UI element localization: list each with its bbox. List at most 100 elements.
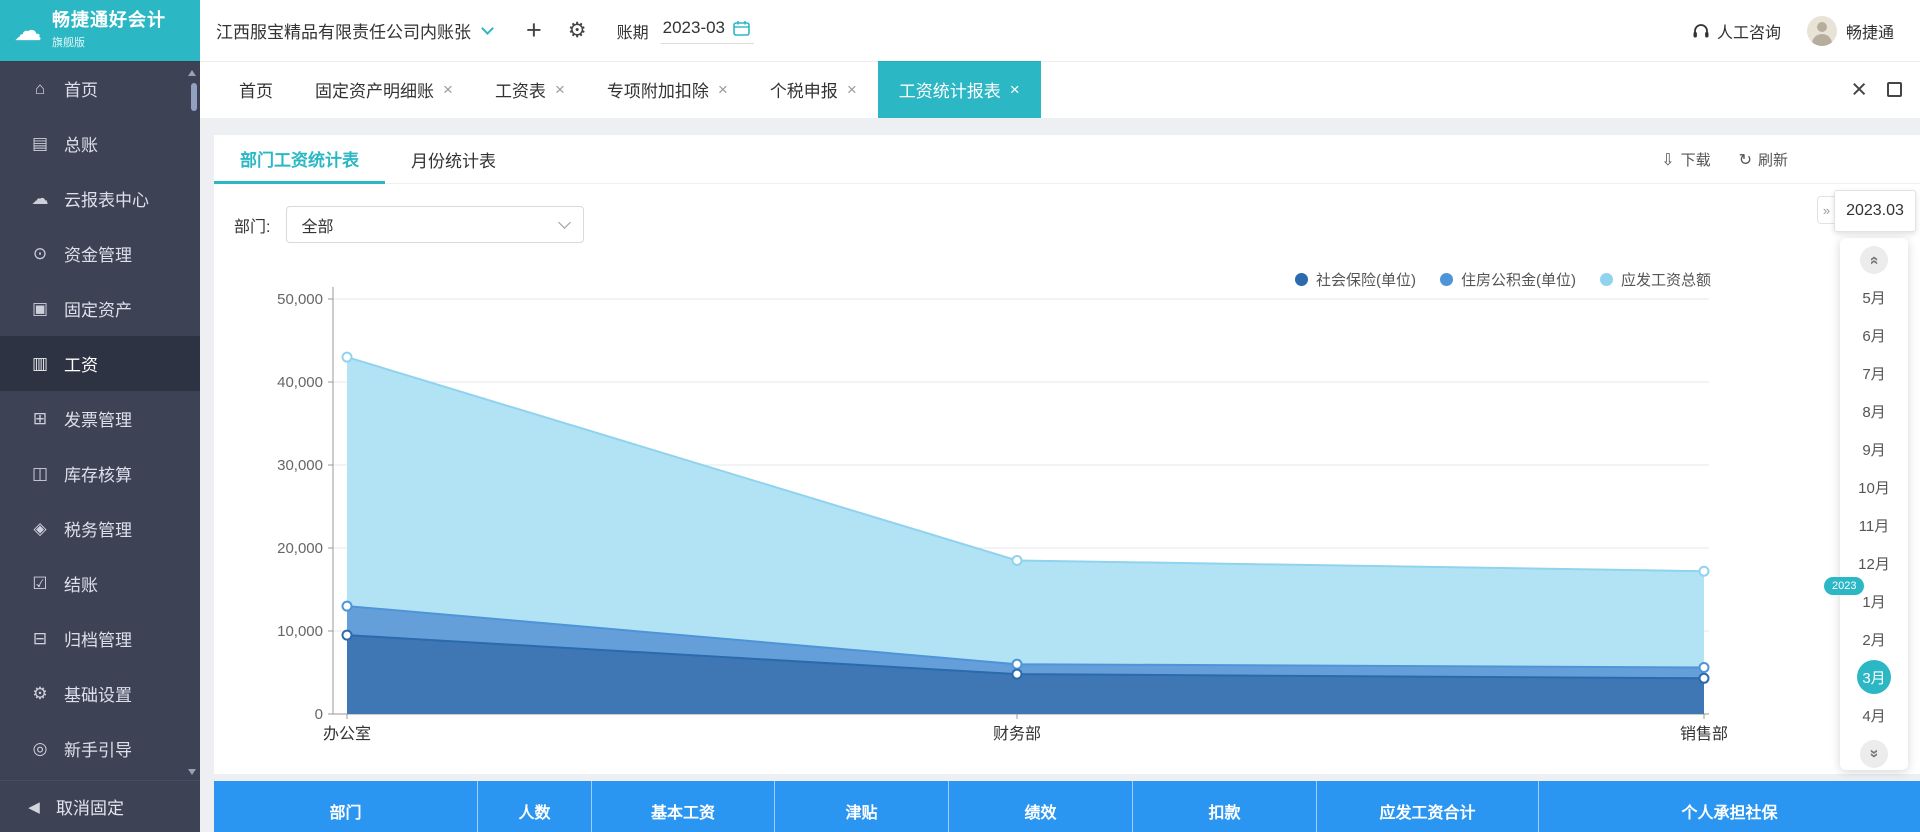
sidebar-item-cloud-reports[interactable]: ☁ 云报表中心 xyxy=(0,171,200,226)
svg-text:20,000: 20,000 xyxy=(277,540,323,557)
home-icon: ⌂ xyxy=(34,78,46,98)
sidebar-item-home[interactable]: ⌂ 首页 xyxy=(0,61,200,116)
tab-close-icon[interactable]: × xyxy=(554,80,565,99)
fullscreen-icon[interactable] xyxy=(1887,82,1902,97)
sidebar-item-fixed-assets[interactable]: ▣ 固定资产 xyxy=(0,281,200,336)
tab-label: 固定资产明细账 xyxy=(315,82,434,101)
month-9[interactable]: 9月 xyxy=(1862,441,1886,459)
table-column-1: 人数 xyxy=(478,781,592,832)
sidebar: ⌂ 首页 ▤ 总账 ☁ 云报表中心 ⊙ 资金管理 ▣ 固定资产 ▥ 工资 ⊞ 发票管理 ◫ 库存核算 ◈ 税务管理… xyxy=(0,61,200,832)
month-12[interactable]: 12月 xyxy=(1858,555,1890,573)
sidebar-scrollbar-thumb[interactable] xyxy=(191,83,197,111)
download-icon: ⇩ xyxy=(1661,151,1675,169)
support-link[interactable]: 人工咨询 xyxy=(1692,19,1781,43)
table-column-4: 绩效 xyxy=(949,781,1133,832)
header-right: 人工咨询 畅捷通 xyxy=(1692,15,1920,46)
tab-home[interactable]: 首页 xyxy=(218,61,294,118)
sidebar-item-salary[interactable]: ▥ 工资 xyxy=(0,336,200,391)
month-scroll-up-button[interactable]: « xyxy=(1860,246,1888,274)
close-all-tabs-icon[interactable]: × xyxy=(1851,74,1867,104)
sidebar-item-archive[interactable]: ⊟ 归档管理 xyxy=(0,611,200,666)
sidebar-item-label: 归档管理 xyxy=(64,631,132,650)
sidebar-item-label: 固定资产 xyxy=(64,301,132,320)
legend-item[interactable]: 住房公积金(单位) xyxy=(1439,269,1576,290)
report-toolbar: ⇩ 下载 ↻ 刷新 xyxy=(1661,135,1788,184)
sidebar-scroll-up-icon[interactable] xyxy=(188,70,196,76)
ledger-icon: ▤ xyxy=(31,133,49,153)
sidebar-item-inventory[interactable]: ◫ 库存核算 xyxy=(0,446,200,501)
legend-label: 应发工资总额 xyxy=(1620,272,1711,289)
salary-table-header: 部门 人数 基本工资 津贴 绩效 扣款 应发工资合计 个人承担社保 xyxy=(214,781,1920,832)
current-period-box[interactable]: 2023.03 xyxy=(1834,190,1916,232)
month-6[interactable]: 6月 xyxy=(1862,327,1886,345)
legend-dot-icon xyxy=(1439,273,1453,286)
period-picker[interactable]: 2023-03 xyxy=(660,18,755,44)
sidebar-item-closing[interactable]: ☑ 结账 xyxy=(0,556,200,611)
sidebar-menu: ⌂ 首页 ▤ 总账 ☁ 云报表中心 ⊙ 资金管理 ▣ 固定资产 ▥ 工资 ⊞ 发票管理 ◫ 库存核算 ◈ 税务管理… xyxy=(0,61,200,776)
report-tab-monthly[interactable]: 月份统计表 xyxy=(385,135,522,184)
refresh-button[interactable]: ↻ 刷新 xyxy=(1738,151,1788,170)
month-10[interactable]: 10月 xyxy=(1858,479,1890,497)
company-name: 江西服宝精品有限责任公司内账张 xyxy=(216,23,471,42)
sidebar-item-label: 结账 xyxy=(64,576,98,595)
panel-collapse-handle[interactable]: » xyxy=(1817,196,1835,224)
legend-item[interactable]: 应发工资总额 xyxy=(1599,269,1711,290)
tab-fixed-asset-detail[interactable]: 固定资产明细账 × xyxy=(294,61,474,118)
settings-gear-icon: ⚙ xyxy=(32,683,48,703)
month-8[interactable]: 8月 xyxy=(1862,403,1886,421)
app-title: 畅捷通好会计 xyxy=(52,10,166,31)
unpin-button[interactable]: ◀ 取消固定 xyxy=(0,780,200,832)
tab-close-icon[interactable]: × xyxy=(443,80,453,99)
month-11[interactable]: 11月 xyxy=(1858,517,1890,535)
app-header: ☁ 畅捷通好会计 旗舰版 江西服宝精品有限责任公司内账张 + ⚙ 账期 2023… xyxy=(0,0,1920,61)
chart-legend: 社会保险(单位) 住房公积金(单位) 应发工资总额 xyxy=(1294,269,1711,290)
month-4[interactable]: 4月 xyxy=(1862,707,1886,725)
month-2[interactable]: 2月 xyxy=(1862,631,1886,649)
unpin-label: 取消固定 xyxy=(56,799,124,818)
user-name[interactable]: 畅捷通 xyxy=(1845,24,1894,42)
tax-icon: ◈ xyxy=(33,518,47,538)
sidebar-item-guide[interactable]: ◎ 新手引导 xyxy=(0,721,200,776)
department-select[interactable]: 全部 xyxy=(286,206,585,243)
settings-gear-icon[interactable]: ⚙ xyxy=(567,19,587,42)
legend-item[interactable]: 社会保险(单位) xyxy=(1294,269,1416,290)
month-1[interactable]: 1月 xyxy=(1862,593,1886,611)
tab-close-icon[interactable]: × xyxy=(1009,80,1020,99)
report-card: 0 10,000 20,000 30,000 40,000 50,000 办公室 财务部 销售部… xyxy=(214,135,1920,774)
tab-salary-report[interactable]: 工资统计报表 × xyxy=(877,61,1041,118)
month-3[interactable]: 3月 xyxy=(1840,658,1908,696)
month-scroll-down-button[interactable]: « xyxy=(1860,740,1888,768)
sidebar-item-settings[interactable]: ⚙ 基础设置 xyxy=(0,666,200,721)
funds-icon: ⊙ xyxy=(32,243,48,263)
tab-income-tax[interactable]: 个税申报 × xyxy=(749,61,878,118)
svg-text:50,000: 50,000 xyxy=(277,291,323,308)
sidebar-item-label: 税务管理 xyxy=(64,521,132,540)
sidebar-item-label: 库存核算 xyxy=(64,466,132,485)
sidebar-item-general-ledger[interactable]: ▤ 总账 xyxy=(0,116,200,171)
refresh-icon: ↻ xyxy=(1738,151,1752,169)
double-down-chevron-icon: « xyxy=(1865,750,1882,758)
tab-close-icon[interactable]: × xyxy=(846,80,857,99)
month-5[interactable]: 5月 xyxy=(1862,289,1886,307)
tab-salary-sheet[interactable]: 工资表 × xyxy=(474,61,586,118)
tab-close-icon[interactable]: × xyxy=(717,80,728,99)
month-panel: « 5月 6月 7月 8月 9月 10月 11月 12月 1月 2月 3月 4月 « xyxy=(1840,238,1908,770)
add-account-button[interactable]: + xyxy=(526,15,542,45)
sidebar-item-invoices[interactable]: ⊞ 发票管理 xyxy=(0,391,200,446)
tab-special-deduction[interactable]: 专项附加扣除 × xyxy=(586,61,749,118)
brand-logo: ☁ 畅捷通好会计 旗舰版 xyxy=(0,0,200,61)
sidebar-item-tax[interactable]: ◈ 税务管理 xyxy=(0,501,200,556)
sidebar-item-label: 新手引导 xyxy=(64,741,132,760)
headset-icon xyxy=(1693,24,1709,38)
month-7[interactable]: 7月 xyxy=(1862,365,1886,383)
sidebar-item-funds[interactable]: ⊙ 资金管理 xyxy=(0,226,200,281)
download-button[interactable]: ⇩ 下载 xyxy=(1661,151,1711,170)
tab-label: 个税申报 xyxy=(769,82,838,101)
sidebar-scroll-down-icon[interactable] xyxy=(188,769,196,775)
company-selector[interactable]: 江西服宝精品有限责任公司内账张 xyxy=(216,18,494,43)
table-column-7: 个人承担社保 xyxy=(1681,805,1778,822)
avatar[interactable] xyxy=(1806,15,1837,46)
report-tab-department[interactable]: 部门工资统计表 xyxy=(214,135,385,184)
period-label: 账期 xyxy=(616,24,649,42)
calendar-icon xyxy=(733,20,750,36)
